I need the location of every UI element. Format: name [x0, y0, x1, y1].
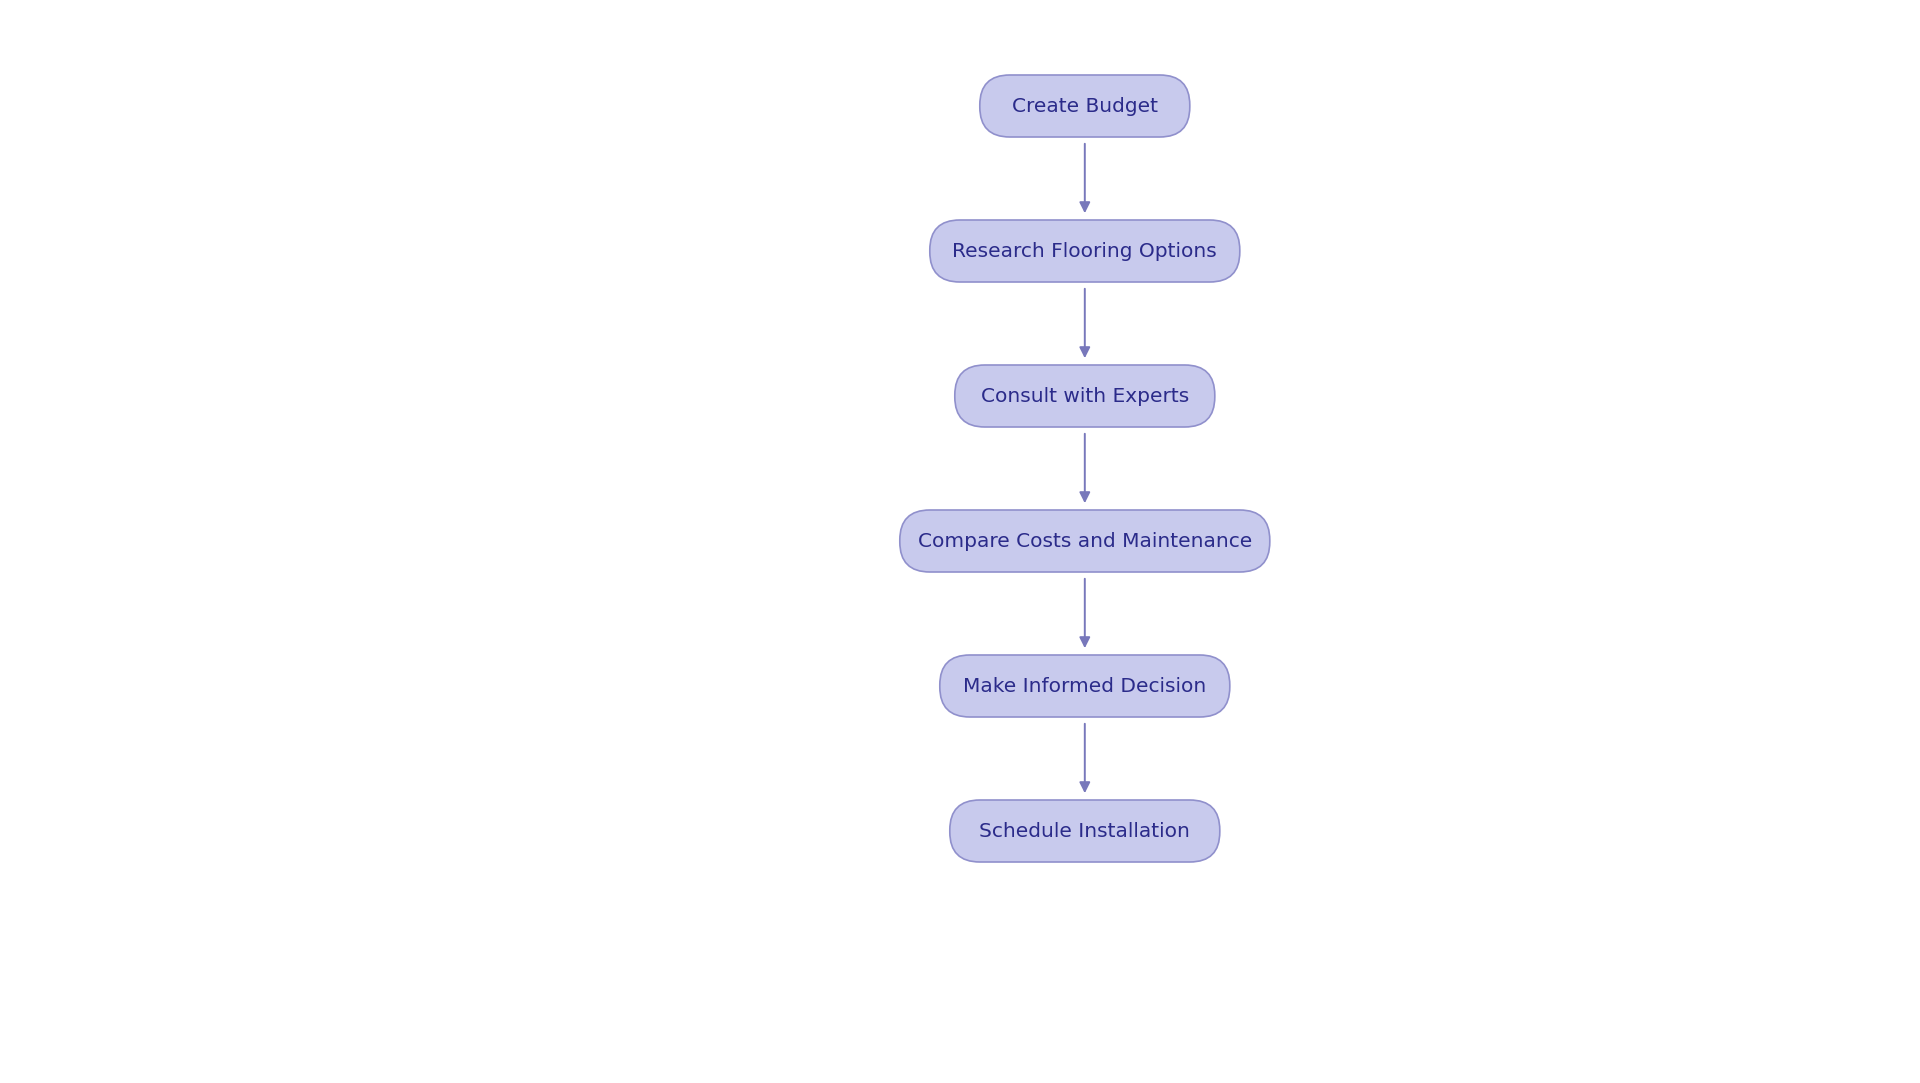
Text: Research Flooring Options: Research Flooring Options — [952, 242, 1217, 261]
FancyBboxPatch shape — [900, 510, 1269, 572]
FancyBboxPatch shape — [950, 800, 1219, 862]
FancyBboxPatch shape — [939, 655, 1231, 717]
Text: Create Budget: Create Budget — [1012, 96, 1158, 116]
FancyBboxPatch shape — [979, 75, 1190, 138]
Text: Make Informed Decision: Make Informed Decision — [964, 677, 1206, 695]
FancyBboxPatch shape — [954, 365, 1215, 427]
Text: Compare Costs and Maintenance: Compare Costs and Maintenance — [918, 532, 1252, 550]
FancyBboxPatch shape — [929, 220, 1240, 282]
Text: Schedule Installation: Schedule Installation — [979, 822, 1190, 840]
Text: Consult with Experts: Consult with Experts — [981, 387, 1188, 405]
